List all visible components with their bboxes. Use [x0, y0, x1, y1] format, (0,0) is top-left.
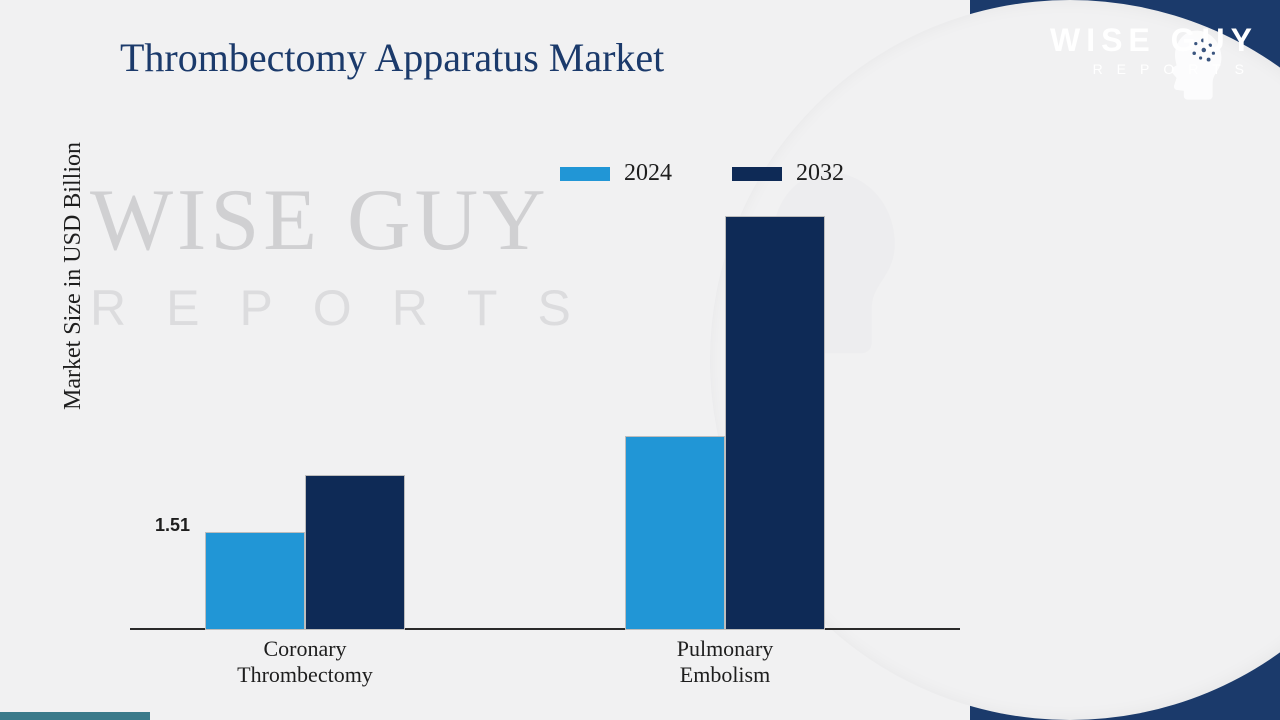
bar-pulmonary-2024	[625, 436, 725, 630]
x-category-coronary: Coronary Thrombectomy	[175, 636, 435, 689]
x-category-line1: Coronary	[263, 636, 346, 661]
legend-item-2024: 2024	[560, 160, 672, 187]
legend-label-2024: 2024	[624, 160, 672, 187]
bar-group-coronary	[205, 475, 405, 630]
bar-coronary-2032	[305, 475, 405, 630]
plot-area: 1.51	[130, 210, 960, 630]
value-label-coronary-2024: 1.51	[155, 515, 190, 536]
bottom-accent-bar	[0, 712, 150, 720]
x-category-line2: Embolism	[595, 662, 855, 688]
x-category-pulmonary: Pulmonary Embolism	[595, 636, 855, 689]
bar-group-pulmonary	[625, 216, 825, 630]
bar-coronary-2024	[205, 532, 305, 630]
x-category-line1: Pulmonary	[677, 636, 774, 661]
bar-pulmonary-2032	[725, 216, 825, 630]
chart-card: WISE GUY REPORTS Thrombectomy Apparatus …	[0, 0, 1280, 720]
legend-swatch-2024	[560, 167, 610, 181]
y-axis-label: Market Size in USD Billion	[60, 142, 87, 410]
chart-title: Thrombectomy Apparatus Market	[120, 34, 664, 81]
x-category-line2: Thrombectomy	[175, 662, 435, 688]
brand-line2: REPORTS	[1050, 61, 1258, 77]
legend-swatch-2032	[732, 167, 782, 181]
legend: 2024 2032	[560, 160, 844, 187]
brand-line1: WISE GUY	[1050, 22, 1258, 59]
legend-label-2032: 2032	[796, 160, 844, 187]
legend-item-2032: 2032	[732, 160, 844, 187]
brand-logo: WISE GUY REPORTS	[1050, 22, 1258, 77]
